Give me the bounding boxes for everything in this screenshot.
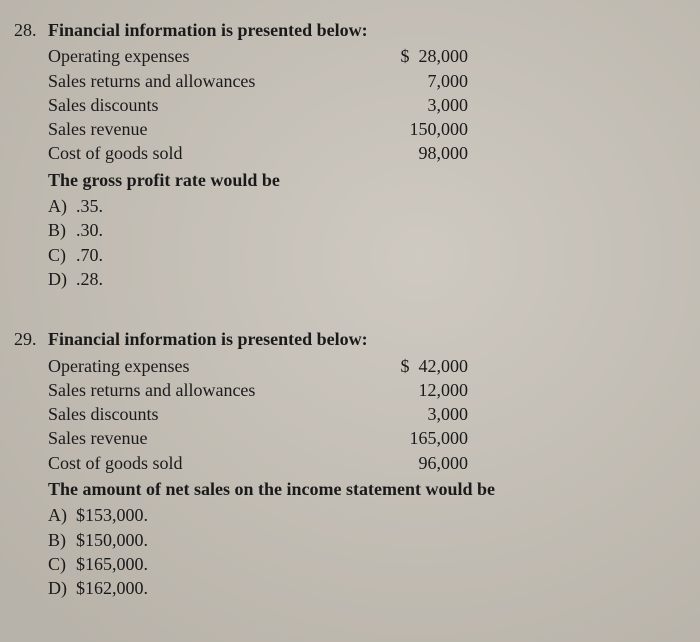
- amount: 165,000: [410, 428, 469, 448]
- data-value: 98,000: [348, 141, 468, 165]
- choice-text: .70.: [76, 243, 103, 267]
- amount: 12,000: [419, 380, 469, 400]
- choice-d: D) $162,000.: [48, 576, 670, 600]
- question-prompt: The gross profit rate would be: [48, 168, 670, 192]
- data-label: Operating expenses: [48, 44, 348, 68]
- question-28: 28. Financial information is presented b…: [48, 18, 670, 291]
- amount: 7,000: [428, 71, 469, 91]
- question-intro: Financial information is presented below…: [48, 327, 670, 351]
- choice-text: $162,000.: [76, 576, 148, 600]
- choice-text: .28.: [76, 267, 103, 291]
- choice-c: C) $165,000.: [48, 552, 670, 576]
- data-value: $28,000: [348, 44, 468, 68]
- data-row: Cost of goods sold 96,000: [48, 451, 670, 475]
- data-label: Sales revenue: [48, 117, 348, 141]
- amount: 3,000: [428, 404, 469, 424]
- choice-c: C) .70.: [48, 243, 670, 267]
- choice-text: .30.: [76, 218, 103, 242]
- data-row: Operating expenses $42,000: [48, 354, 670, 378]
- data-label: Cost of goods sold: [48, 141, 348, 165]
- choice-letter: C): [48, 243, 76, 267]
- amount: 3,000: [428, 95, 469, 115]
- amount: 28,000: [419, 46, 469, 66]
- data-label: Sales discounts: [48, 93, 348, 117]
- choice-b: B) $150,000.: [48, 528, 670, 552]
- data-value: 3,000: [348, 402, 468, 426]
- data-label: Operating expenses: [48, 354, 348, 378]
- choice-letter: D): [48, 576, 76, 600]
- choice-letter: B): [48, 528, 76, 552]
- choice-a: A) $153,000.: [48, 503, 670, 527]
- choice-letter: A): [48, 503, 76, 527]
- data-block: Operating expenses $42,000 Sales returns…: [48, 354, 670, 475]
- question-number: 28.: [14, 18, 37, 42]
- data-label: Cost of goods sold: [48, 451, 348, 475]
- data-row: Cost of goods sold 98,000: [48, 141, 670, 165]
- data-row: Sales returns and allowances 7,000: [48, 69, 670, 93]
- data-label: Sales returns and allowances: [48, 69, 348, 93]
- answer-choices: A) $153,000. B) $150,000. C) $165,000. D…: [48, 503, 670, 600]
- choice-a: A) .35.: [48, 194, 670, 218]
- question-29: 29. Financial information is presented b…: [48, 327, 670, 600]
- choice-text: $153,000.: [76, 503, 148, 527]
- data-label: Sales returns and allowances: [48, 378, 348, 402]
- data-row: Operating expenses $28,000: [48, 44, 670, 68]
- data-row: Sales revenue 150,000: [48, 117, 670, 141]
- answer-choices: A) .35. B) .30. C) .70. D) .28.: [48, 194, 670, 291]
- data-value: 96,000: [348, 451, 468, 475]
- choice-text: $165,000.: [76, 552, 148, 576]
- data-label: Sales discounts: [48, 402, 348, 426]
- data-value: 3,000: [348, 93, 468, 117]
- amount: 42,000: [419, 356, 469, 376]
- choice-b: B) .30.: [48, 218, 670, 242]
- currency-symbol: $: [401, 354, 419, 378]
- data-value: 12,000: [348, 378, 468, 402]
- choice-text: $150,000.: [76, 528, 148, 552]
- choice-d: D) .28.: [48, 267, 670, 291]
- amount: 96,000: [419, 453, 469, 473]
- question-intro: Financial information is presented below…: [48, 18, 670, 42]
- amount: 150,000: [410, 119, 469, 139]
- data-value: 150,000: [348, 117, 468, 141]
- data-label: Sales revenue: [48, 426, 348, 450]
- question-prompt: The amount of net sales on the income st…: [48, 477, 670, 501]
- data-row: Sales discounts 3,000: [48, 93, 670, 117]
- data-row: Sales discounts 3,000: [48, 402, 670, 426]
- choice-letter: A): [48, 194, 76, 218]
- data-value: 165,000: [348, 426, 468, 450]
- choice-letter: C): [48, 552, 76, 576]
- choice-text: .35.: [76, 194, 103, 218]
- question-number: 29.: [14, 327, 37, 351]
- choice-letter: D): [48, 267, 76, 291]
- currency-symbol: $: [401, 44, 419, 68]
- data-value: 7,000: [348, 69, 468, 93]
- data-row: Sales revenue 165,000: [48, 426, 670, 450]
- data-block: Operating expenses $28,000 Sales returns…: [48, 44, 670, 165]
- amount: 98,000: [419, 143, 469, 163]
- choice-letter: B): [48, 218, 76, 242]
- data-value: $42,000: [348, 354, 468, 378]
- data-row: Sales returns and allowances 12,000: [48, 378, 670, 402]
